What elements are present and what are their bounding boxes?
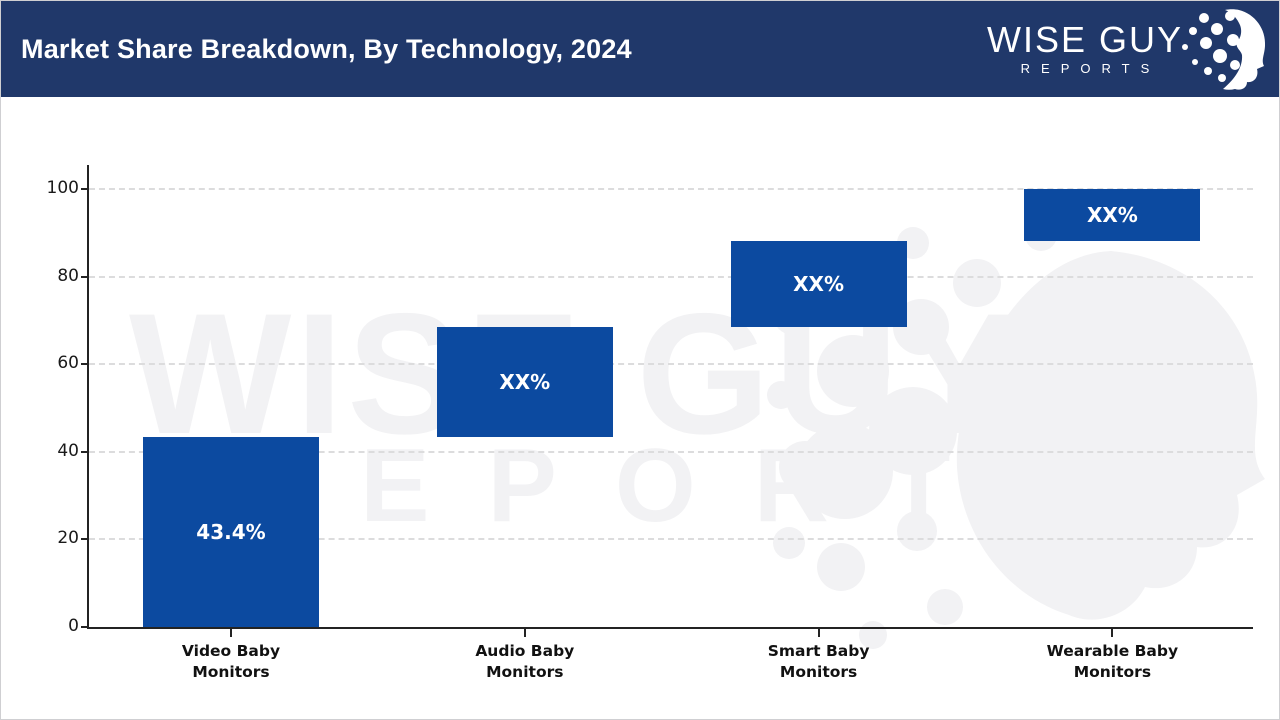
y-tick-label-40: 40	[57, 440, 79, 461]
gridline-20	[89, 538, 1253, 541]
y-tick-mark-40	[81, 450, 89, 453]
gridline-100	[89, 188, 1253, 190]
y-tick-mark-80	[81, 275, 89, 278]
logo-subtext: REPORTS	[1020, 61, 1161, 76]
header-bar: Market Share Breakdown, By Technology, 2…	[1, 1, 1279, 97]
logo-head-icon	[1182, 9, 1266, 90]
bar-segment: 43.4%	[143, 436, 319, 627]
bar-segment: XX%	[730, 240, 907, 327]
gridline-40	[89, 450, 1253, 453]
y-axis-line	[87, 165, 89, 629]
gridline-80	[89, 275, 1253, 278]
y-tick-label-20: 20	[57, 528, 79, 549]
gridline-60	[89, 363, 1253, 366]
y-tick-mark-20	[81, 538, 89, 541]
bar-segment: XX%	[436, 326, 613, 437]
bar-value-label: XX%	[499, 369, 551, 394]
x-axis-line	[87, 627, 1253, 629]
bar-value-label: XX%	[793, 271, 845, 296]
category-label: Smart Baby Monitors	[767, 642, 870, 681]
page-title: Market Share Breakdown, By Technology, 2…	[21, 33, 632, 64]
logo-text: WISE GUY REPORTS	[986, 19, 1183, 77]
x-tick-mark	[817, 629, 820, 637]
watermark-subtext: REPORTS	[227, 428, 1136, 544]
y-tick-label-100: 100	[46, 178, 79, 198]
category-label: Audio Baby Monitors	[475, 642, 575, 681]
logo-wordmark: WISE GUY	[986, 19, 1183, 60]
wise-guy-logo: WISE GUY REPORTS	[987, 7, 1279, 91]
y-tick-label-60: 60	[57, 353, 79, 374]
y-tick-mark-60	[81, 363, 89, 366]
category-label: Wearable Baby Monitors	[1046, 642, 1179, 681]
bar-segment: XX%	[1024, 189, 1201, 241]
y-tick-mark-100	[81, 188, 89, 190]
x-tick-mark	[230, 629, 232, 637]
x-tick-mark	[1111, 629, 1114, 637]
bar-value-label: 43.4%	[196, 519, 266, 544]
y-tick-label-80: 80	[57, 265, 79, 286]
category-label: Video Baby Monitors	[181, 642, 281, 681]
y-tick-mark-0	[81, 626, 89, 628]
x-tick-mark	[523, 629, 526, 637]
chart-area: WISE GUY REPORTS 0 20 40 60 80 100 43.4% Video …	[1, 97, 1279, 719]
bar-value-label: XX%	[1086, 202, 1138, 227]
y-tick-label-0: 0	[68, 616, 79, 636]
